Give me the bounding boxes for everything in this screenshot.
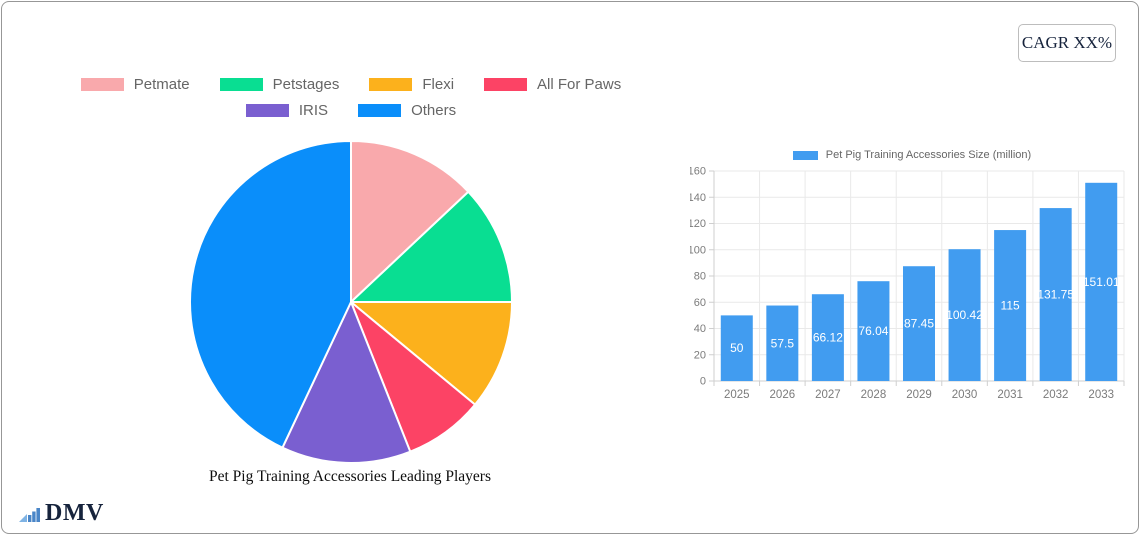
legend-swatch-iris [245,104,289,117]
legend-label: Petstages [272,76,340,93]
bar-2029[interactable] [903,266,935,381]
pie-slice-iris[interactable] [281,301,412,464]
x-tick-label: 2026 [770,389,796,401]
pie-chart [189,140,513,464]
x-tick-label: 2032 [1043,389,1069,401]
legend-label: Others [411,102,457,119]
y-tick-label: 40 [694,323,706,335]
legend-item-iris[interactable]: IRIS [245,102,329,119]
legend-item-others[interactable]: Others [358,102,456,119]
bar-chart-legend[interactable]: Pet Pig Training Accessories Size (milli… [692,149,1132,161]
y-tick-label: 20 [694,349,706,361]
bar-chart: 0 20 40 60 80 100 120 140 160 50 2025 57.5 2026 66.12… [690,166,1125,401]
x-tick-label: 2029 [906,389,932,401]
bar-value-label: 66.12 [813,331,843,345]
legend-row: IRIS Others [245,102,456,119]
legend-label: Petmate [133,76,190,93]
legend-swatch-flexi [369,78,413,91]
cagr-badge: CAGR XX% [1018,24,1116,62]
pie-slice-petstages[interactable] [350,190,513,303]
y-tick-label: 60 [694,297,706,309]
bar-2033[interactable] [1085,182,1118,381]
y-tick-label: 120 [690,218,706,230]
y-tick-label: 140 [690,192,706,204]
x-tick-label: 2031 [997,389,1023,401]
y-tick-label: 160 [690,166,706,178]
y-tick-label: 0 [700,376,706,388]
x-tick-label: 2027 [815,389,841,401]
bar-2028[interactable] [857,281,890,381]
bar-value-label: 57.5 [771,336,795,350]
bar-value-label: 76.04 [858,324,888,338]
bar-2030[interactable] [948,249,981,381]
x-tick-label: 2028 [861,389,887,401]
legend-item-petmate[interactable]: Petmate [80,76,190,93]
bar-2025[interactable] [720,315,753,382]
legend-row: Petmate Petstages Flexi All For Paws [80,76,621,93]
pie-slice-flexi[interactable] [350,301,513,406]
bar-legend-swatch [792,150,818,160]
x-tick-label: 2025 [724,389,750,401]
bar-2032[interactable] [1039,208,1072,381]
legend-label: Flexi [422,76,455,93]
bar-value-label: 131.75 [1037,288,1074,302]
bar-value-label: 100.42 [946,308,983,322]
legend-label: All For Paws [537,76,622,93]
pie-slice-petmate[interactable] [350,140,470,303]
legend-swatch-others [358,104,402,117]
bar-value-label: 87.45 [904,317,934,331]
bar-legend-label: Pet Pig Training Accessories Size (milli… [825,149,1032,161]
pie-slice-others[interactable] [189,140,352,449]
legend-item-petstages[interactable]: Petstages [219,76,340,93]
y-tick-label: 80 [694,271,706,283]
legend-swatch-petmate [80,78,124,91]
legend-label: IRIS [298,102,329,119]
brand-logo: DMV [18,501,104,525]
legend-swatch-all-for-paws [484,78,528,91]
x-tick-label: 2033 [1088,389,1114,401]
bar-value-label: 151.01 [1083,275,1120,289]
y-tick-label: 100 [690,244,706,256]
bar-2026[interactable] [766,305,799,381]
logo-text: DMV [45,500,104,526]
bar-chart-icon [19,508,40,522]
bar-2027[interactable] [811,294,844,381]
bar-2031[interactable] [994,230,1027,381]
legend-item-all-for-paws[interactable]: All For Paws [484,76,621,93]
x-tick-label: 2030 [952,389,978,401]
bar-value-label: 50 [730,341,744,355]
legend-swatch-petstages [219,78,263,91]
legend-item-flexi[interactable]: Flexi [369,76,454,93]
bar-value-label: 115 [1001,299,1020,313]
pie-chart-title: Pet Pig Training Accessories Leading Pla… [209,468,491,485]
pie-legend: Petmate Petstages Flexi All For Paws IRIS Oth… [62,76,640,119]
